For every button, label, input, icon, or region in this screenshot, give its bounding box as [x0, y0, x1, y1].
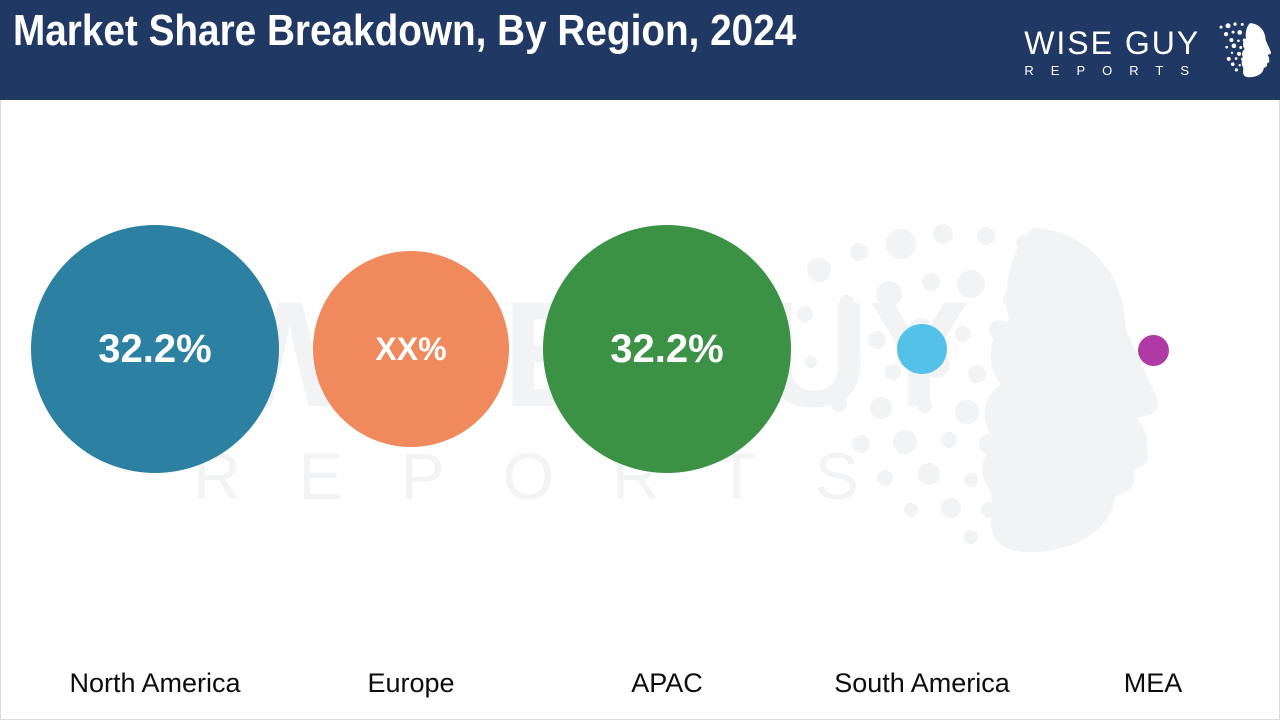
bubble-south-america — [897, 324, 947, 374]
watermark-reports-text: REPORTS — [193, 439, 917, 513]
bubble-mea — [1137, 334, 1169, 366]
brand-logo-text: WISE GUY REPORTS — [1018, 25, 1206, 78]
head-profile-watermark-icon — [797, 224, 1159, 553]
bubble-value-label: 32.2% — [610, 326, 724, 371]
brand-tagline: REPORTS — [1024, 62, 1206, 78]
bubble-north-america: 32.2% — [31, 225, 279, 473]
header: Market Share Breakdown, By Region, 2024 … — [0, 0, 1280, 100]
bubble-value-label: XX% — [375, 330, 447, 367]
category-label-north-america: North America — [69, 668, 241, 698]
category-label-mea: MEA — [1123, 668, 1183, 698]
category-label-south-america: South America — [834, 668, 1010, 698]
bubble-europe: XX% — [313, 251, 509, 447]
page-title: Market Share Breakdown, By Region, 2024 — [13, 6, 797, 55]
category-label-apac: APAC — [631, 668, 703, 698]
brand-logo: WISE GUY REPORTS — [1018, 2, 1274, 98]
head-profile-icon — [1219, 21, 1272, 77]
chart-area: WISE GUY REPORTS 32.2%XX%32.2% — [0, 100, 1280, 720]
bubble-apac: 32.2% — [543, 225, 791, 473]
brand-name: WISE GUY — [1024, 25, 1201, 62]
bubble-value-label: 32.2% — [98, 326, 212, 371]
category-label-europe: Europe — [367, 668, 455, 698]
